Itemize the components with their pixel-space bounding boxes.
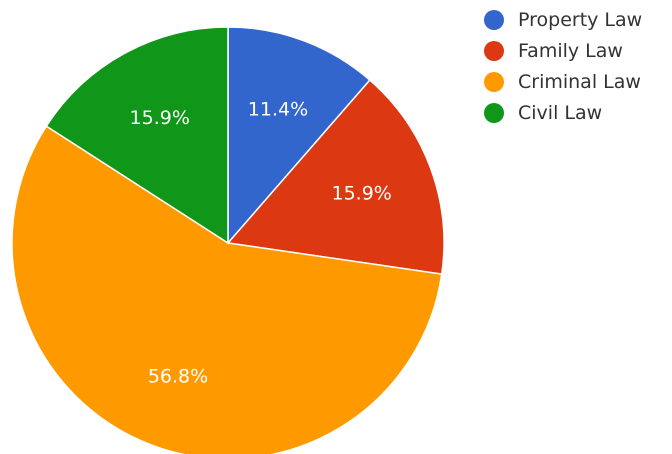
legend-swatch (484, 41, 504, 61)
legend-label: Criminal Law (518, 71, 641, 93)
pie-slice-labels: 11.4% 15.9% 56.8% 15.9% (130, 98, 392, 387)
legend-swatch (484, 103, 504, 123)
legend-label: Family Law (518, 40, 623, 62)
slice-label-property-law: 11.4% (248, 98, 308, 120)
slice-label-criminal-law: 56.8% (148, 366, 208, 388)
pie-slices (11, 26, 445, 454)
legend-label: Civil Law (518, 102, 602, 124)
pie-slice-criminal-law[interactable] (11, 125, 443, 454)
legend-item-family-law[interactable]: Family Law (484, 40, 623, 62)
slice-label-civil-law: 15.9% (130, 107, 190, 129)
slice-label-family-law: 15.9% (331, 182, 391, 204)
pie-slice-property-law[interactable] (227, 26, 371, 246)
pie-slice-family-law[interactable] (226, 79, 445, 275)
legend-swatch (484, 72, 504, 92)
legend-item-criminal-law[interactable]: Criminal Law (484, 71, 641, 93)
legend-item-property-law[interactable]: Property Law (484, 9, 642, 31)
legend-label: Property Law (518, 9, 642, 31)
legend-swatch (484, 10, 504, 30)
pie-slice-civil-law[interactable] (45, 26, 229, 245)
legend-item-civil-law[interactable]: Civil Law (484, 102, 602, 124)
legend: Property Law Family Law Criminal Law Civil … (484, 9, 642, 124)
